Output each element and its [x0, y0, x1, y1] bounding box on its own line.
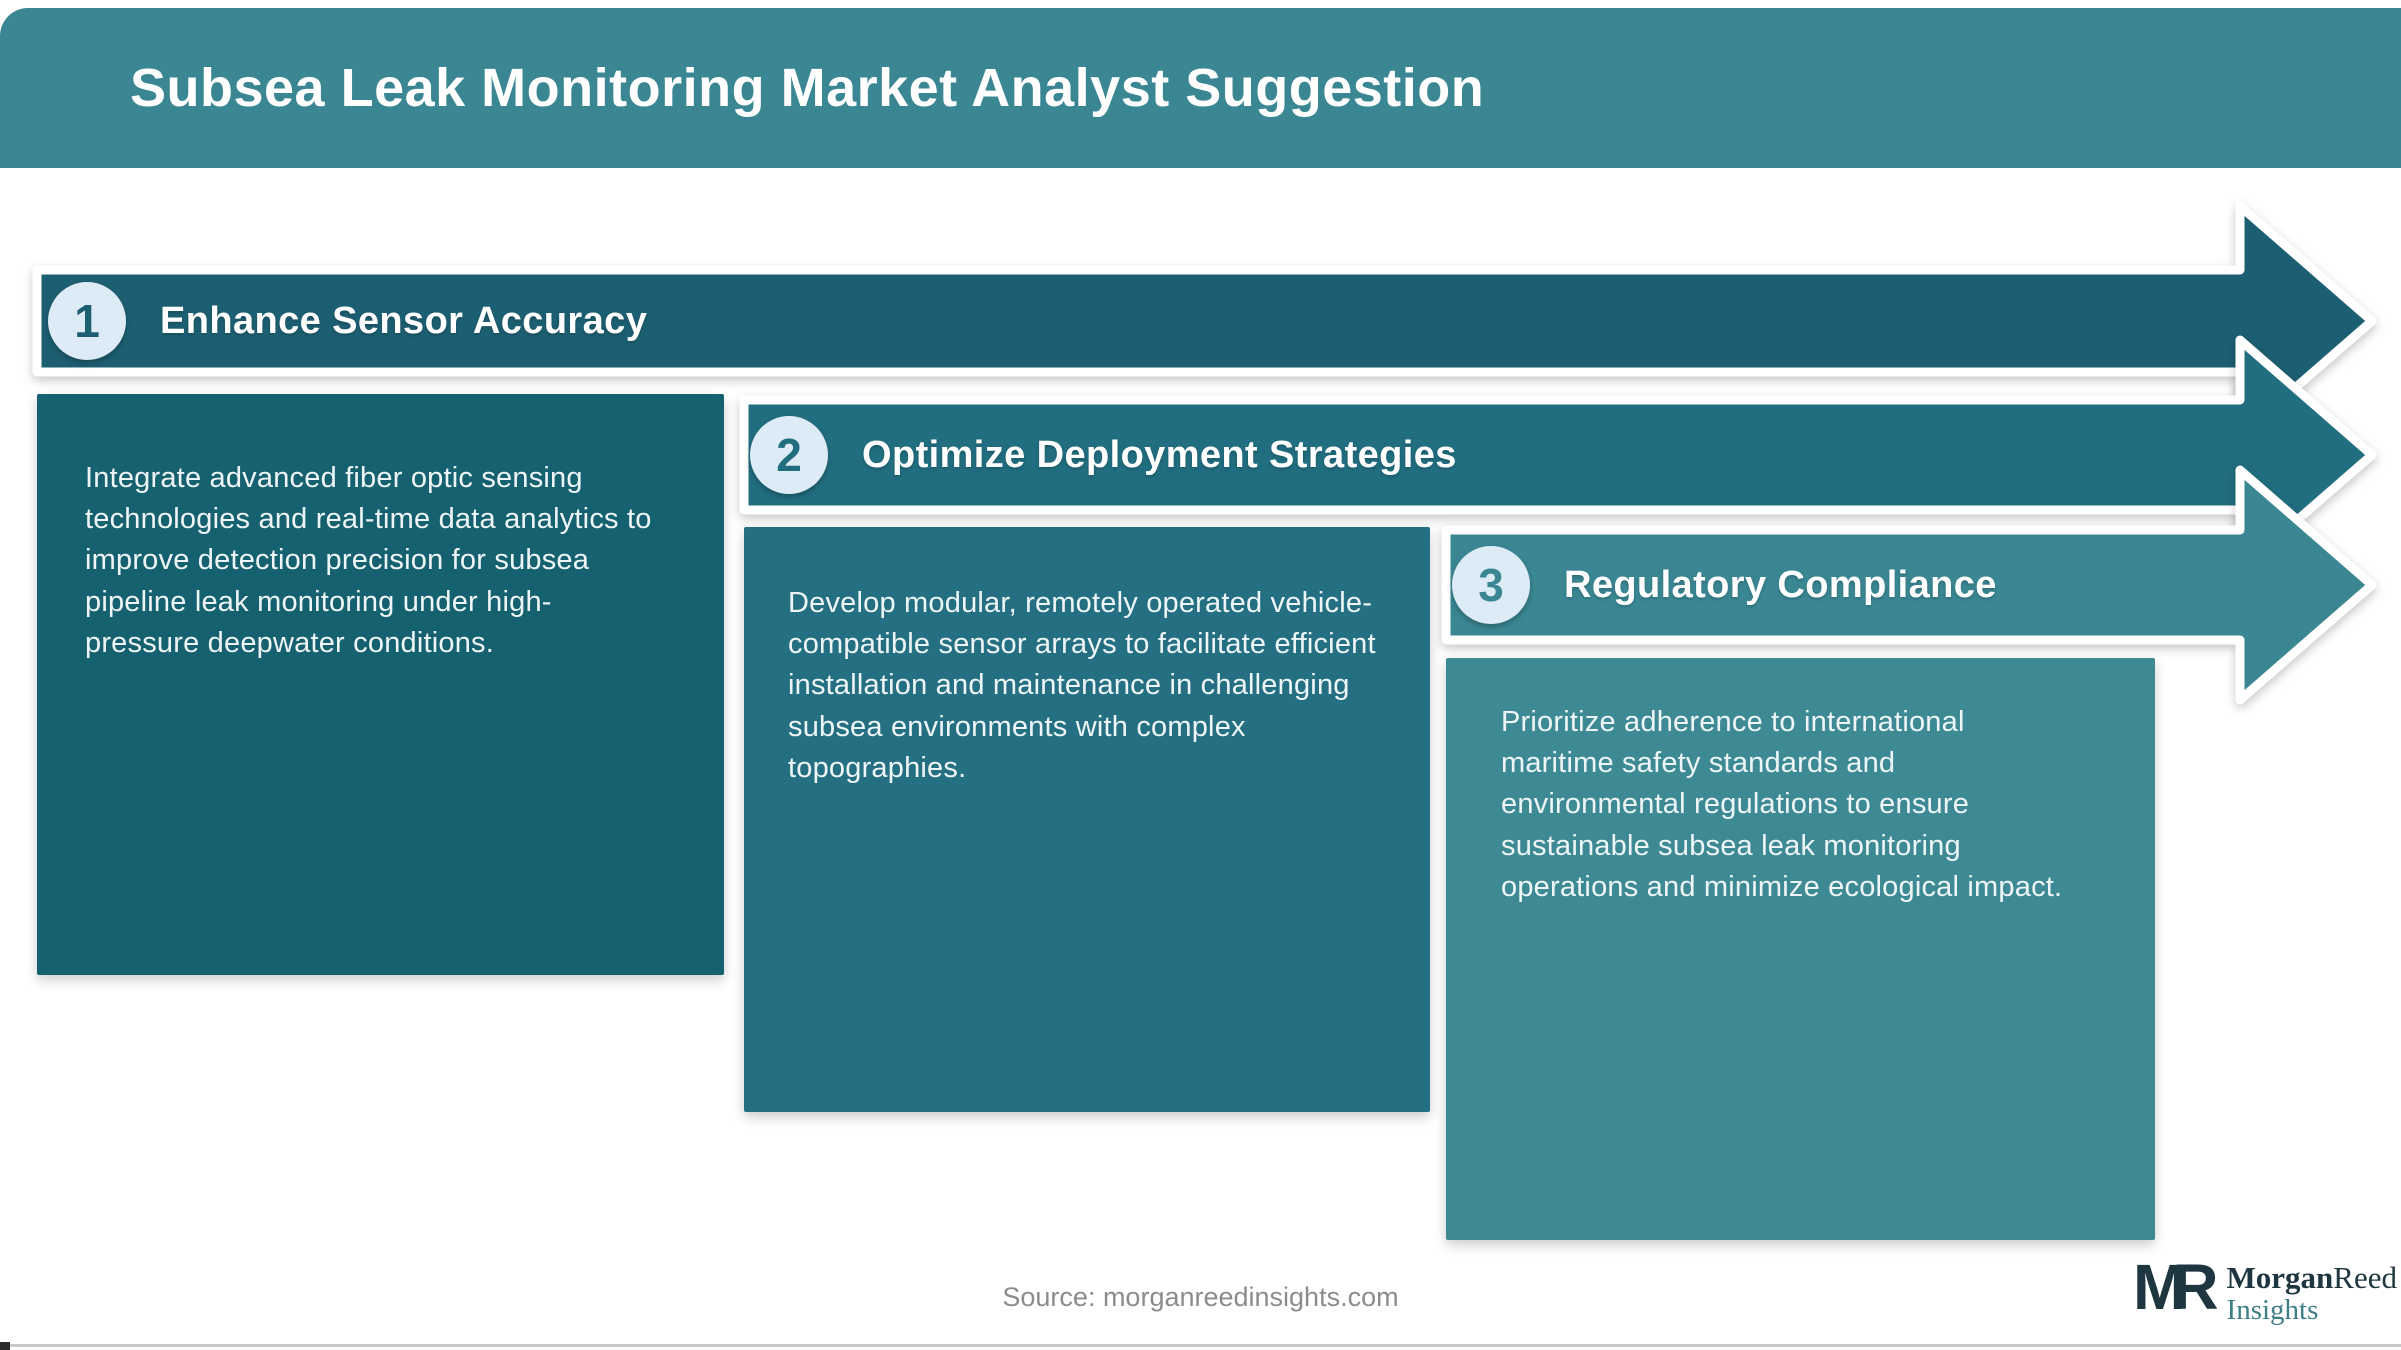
step3-description-box: Prioritize adherence to international ma… — [1446, 658, 2155, 1240]
step2-arrow-banner — [739, 335, 2377, 575]
step2-number-badge: 2 — [750, 416, 828, 494]
step2-title: Optimize Deployment Strategies — [862, 433, 1457, 476]
logo-tagline: Insights — [2226, 1294, 2319, 1326]
step3-number-badge: 3 — [1452, 546, 1530, 624]
source-text: Source: morganreedinsights.com — [1002, 1282, 1399, 1312]
step3-arrow-shape — [1441, 465, 2377, 705]
slide-bottom-edge — [0, 1344, 2401, 1347]
logo-name-bold: Morgan — [2226, 1260, 2334, 1295]
step1-title: Enhance Sensor Accuracy — [160, 299, 648, 342]
logo-name: MorganReed — [2227, 1262, 2397, 1293]
logo-text: MorganReed Insights — [2227, 1258, 2397, 1325]
step1-description-box: Integrate advanced fiber optic sensing t… — [37, 394, 724, 975]
step2-arrow-shape — [739, 335, 2377, 575]
step1-number-badge: 1 — [48, 282, 126, 360]
step1-arrow-shape — [32, 201, 2377, 441]
step3-title: Regulatory Compliance — [1564, 563, 1997, 606]
step1-number: 1 — [74, 295, 100, 347]
bottom-left-corner-mark — [0, 1342, 10, 1350]
step3-description: Prioritize adherence to international ma… — [1501, 706, 2063, 903]
step1-description: Integrate advanced fiber optic sensing t… — [85, 462, 652, 659]
brand-logo: MR MorganReed Insights — [2133, 1251, 2397, 1325]
step3-arrow-banner — [1441, 465, 2377, 705]
header-bar: Subsea Leak Monitoring Market Analyst Su… — [0, 8, 2401, 168]
step2-number: 2 — [776, 429, 802, 481]
logo-name-regular: Reed — [2333, 1260, 2397, 1295]
logo-monogram-icon: MR — [2133, 1251, 2218, 1323]
step1-arrow-banner — [32, 201, 2377, 441]
step2-description-box: Develop modular, remotely operated vehic… — [744, 527, 1430, 1112]
page-title: Subsea Leak Monitoring Market Analyst Su… — [130, 58, 1485, 118]
step3-number: 3 — [1478, 559, 1504, 611]
step2-description: Develop modular, remotely operated vehic… — [788, 587, 1376, 784]
